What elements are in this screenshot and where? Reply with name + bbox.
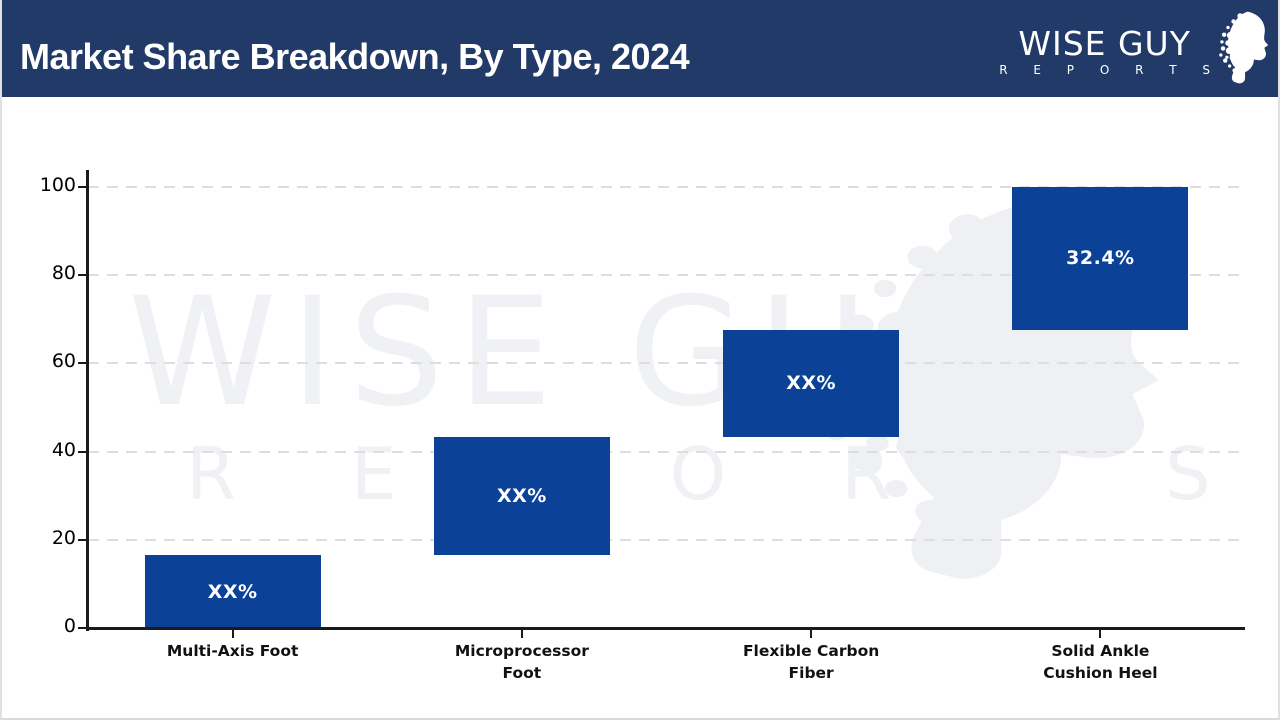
y-tick-mark-40 [78,450,87,453]
dotted-head-icon [1219,11,1269,84]
y-tick-mark-100 [78,186,87,188]
x-tick-mark-microprocessor-foot [520,630,523,638]
y-tick-mark-20 [78,538,87,541]
category-label-line: Cushion Heel [1043,663,1158,682]
gridline-60 [88,362,1245,365]
category-label-line: Solid Ankle [1051,642,1150,660]
logo-reports-text: R E P O R T S [999,62,1221,77]
category-label-microprocessor-foot: Microprocessor Foot [407,641,637,684]
bar-flexible-carbon-fiber: XX% [723,329,900,437]
y-tick-mark-60 [78,362,87,365]
y-tick-mark-0 [78,627,87,629]
y-tick-label-80: 80 [51,262,76,285]
bar-solid-ankle-cushion-heel: 32.4% [1012,187,1189,330]
bar-value-label-flexible-carbon-fiber: XX% [786,372,837,395]
page-title: Market Share Breakdown, By Type, 2024 [20,36,690,77]
wiseguy-logo: WISE GUY R E P O R T S [999,4,1272,94]
category-label-line: Multi-Axis Foot [166,642,299,660]
y-axis-line [86,170,89,631]
header-bar: Market Share Breakdown, By Type, 2024 WI… [0,0,1280,97]
category-label-line: Microprocessor [454,642,589,660]
x-tick-mark-multi-axis-foot [231,630,234,638]
category-label-multi-axis-foot: Multi-Axis Foot [118,641,348,663]
y-tick-label-100: 100 [39,174,76,196]
category-label-flexible-carbon-fiber: Flexible Carbon Fiber [696,641,926,684]
y-tick-mark-80 [78,274,87,277]
x-tick-mark-flexible-carbon-fiber [810,630,813,638]
category-label-line: Fiber [788,663,834,682]
x-tick-mark-solid-ankle-cushion-heel [1099,630,1102,638]
bar-value-label-microprocessor-foot: XX% [496,484,547,507]
category-label-line: Foot [502,663,542,682]
y-tick-label-0: 0 [63,615,76,637]
category-label-line: Flexible Carbon [742,642,880,660]
bar-value-label-multi-axis-foot: XX% [207,580,258,603]
gridline-40 [88,450,1245,453]
y-tick-label-40: 40 [51,438,76,461]
y-tick-label-60: 60 [51,350,76,373]
logo-wordmark: WISE GUY R E P O R T S [999,27,1210,77]
bar-value-label-solid-ankle-cushion-heel: 32.4% [1066,247,1135,270]
bar-microprocessor-foot: XX% [433,436,610,556]
x-axis-line [86,627,1245,630]
y-tick-label-20: 20 [51,526,76,549]
gridline-20 [88,538,1245,541]
category-label-solid-ankle-cushion-heel: Solid Ankle Cushion Heel [985,641,1215,684]
bar-multi-axis-foot: XX% [144,555,321,628]
gridline-80 [88,274,1245,277]
gridline-100 [88,186,1245,188]
logo-wiseguy-text: WISE GUY [1018,24,1191,64]
